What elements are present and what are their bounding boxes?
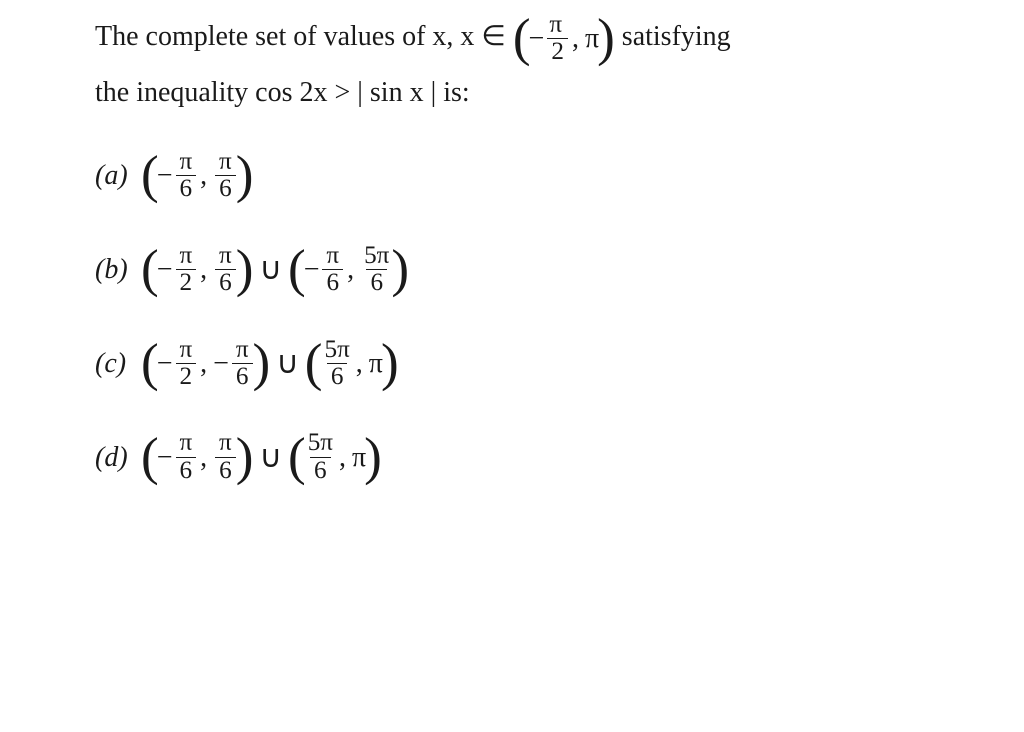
- question-stem: The complete set of values of x, x ∈ ( −…: [95, 10, 984, 119]
- question-line2a: the inequality cos 2x >: [95, 77, 357, 108]
- paren-right: ): [597, 15, 615, 60]
- option-label: (d): [95, 441, 131, 475]
- option-b[interactable]: (b) ( − π2 , π6 ) ∪ ( − π6 , 5π6 ): [95, 243, 984, 297]
- union-symbol: ∪: [276, 345, 299, 382]
- interval-expr: ( − π2 , − π6 ) ∪ ( 5π6 , π ): [141, 337, 399, 391]
- options-list: (a) ( − π6 , π6 ) (b) ( − π2 , π6 ) ∪ ( …: [95, 149, 984, 485]
- option-c[interactable]: (c) ( − π2 , − π6 ) ∪ ( 5π6 , π ): [95, 337, 984, 391]
- paren-left: (: [513, 15, 531, 60]
- option-a[interactable]: (a) ( − π6 , π6 ): [95, 149, 984, 203]
- question-line2c: is:: [436, 77, 469, 108]
- option-label: (b): [95, 253, 131, 287]
- fraction: π 2: [547, 12, 568, 66]
- union-symbol: ∪: [259, 439, 282, 476]
- option-d[interactable]: (d) ( − π6 , π6 ) ∪ ( 5π6 , π ): [95, 430, 984, 484]
- interval-expr: ( − π6 , π6 ): [141, 149, 253, 203]
- question-prefix: The complete set of values of x, x ∈: [95, 21, 513, 52]
- interval-expr: ( − π6 , π6 ) ∪ ( 5π6 , π ): [141, 430, 382, 484]
- union-symbol: ∪: [259, 251, 282, 288]
- option-label: (a): [95, 159, 131, 193]
- question-abs: | sin x |: [357, 77, 436, 108]
- comma: ,: [572, 12, 579, 65]
- question-suffix: satisfying: [622, 21, 731, 52]
- neg-sign: −: [529, 12, 545, 65]
- question-interval: ( − π 2 , π ): [513, 12, 615, 66]
- option-label: (c): [95, 347, 131, 381]
- interval-expr: ( − π2 , π6 ) ∪ ( − π6 , 5π6 ): [141, 243, 409, 297]
